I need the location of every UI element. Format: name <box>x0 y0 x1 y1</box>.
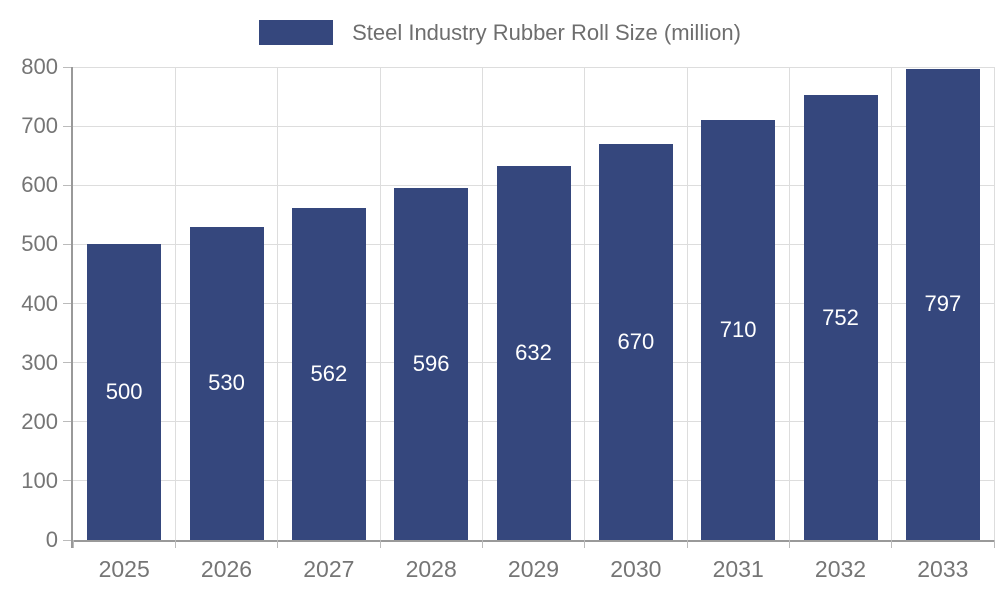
bar-value-label: 596 <box>412 350 450 376</box>
bar-value-label: 670 <box>617 328 655 354</box>
x-tick-mark <box>379 540 381 548</box>
x-gridline <box>174 67 176 540</box>
bar: 530 <box>189 226 264 540</box>
legend-item[interactable]: Steel Industry Rubber Roll Size (million… <box>259 19 741 46</box>
x-tick-label: 2032 <box>814 556 867 582</box>
y-axis-line <box>71 67 73 548</box>
y-tick-mark <box>63 480 71 482</box>
x-tick-label: 2025 <box>98 556 150 582</box>
bar: 752 <box>803 95 878 540</box>
y-gridline <box>73 125 994 127</box>
x-gridline <box>277 67 279 540</box>
y-tick-mark <box>63 539 71 541</box>
y-tick-mark <box>63 125 71 127</box>
bar: 632 <box>496 166 571 540</box>
x-tick-mark <box>481 540 483 548</box>
x-tick-label: 2027 <box>303 556 355 582</box>
bar-value-label: 500 <box>105 379 143 405</box>
x-gridline <box>686 67 688 540</box>
y-tick-mark <box>63 184 71 186</box>
x-tick-label: 2029 <box>507 556 560 582</box>
x-tick-label: 2026 <box>200 556 253 582</box>
y-tick-label: 200 <box>21 408 58 434</box>
y-tick-label: 700 <box>21 113 58 139</box>
bar: 596 <box>394 187 469 540</box>
y-tick-label: 500 <box>21 231 58 257</box>
x-tick-label: 2030 <box>610 556 662 582</box>
x-axis-line <box>71 540 995 542</box>
bar: 670 <box>598 143 673 540</box>
y-tick-label: 800 <box>21 54 58 79</box>
y-tick-label: 300 <box>21 349 58 375</box>
legend: Steel Industry Rubber Roll Size (million… <box>0 19 1000 46</box>
bar-value-label: 632 <box>515 340 552 366</box>
bar: 500 <box>87 244 162 540</box>
x-tick-mark <box>584 540 586 548</box>
x-tick-mark <box>891 540 893 548</box>
y-tick-mark <box>63 303 71 304</box>
x-tick-mark <box>174 540 176 548</box>
x-gridline <box>584 67 586 540</box>
bar: 797 <box>905 68 980 540</box>
legend-swatch-icon <box>259 20 334 45</box>
legend-label: Steel Industry Rubber Roll Size (million… <box>352 20 741 45</box>
x-tick-label: 2028 <box>405 556 457 582</box>
x-gridline <box>891 67 893 540</box>
x-gridline <box>788 67 790 540</box>
x-tick-mark <box>993 540 995 548</box>
plot-area: 500 530 562 596 632 670 710 752 797 <box>73 66 995 540</box>
x-tick-label: 2031 <box>712 556 764 582</box>
y-tick-mark <box>63 243 71 245</box>
x-tick-mark <box>277 540 279 548</box>
bar: 562 <box>291 207 366 540</box>
y-tick-label: 100 <box>21 467 58 493</box>
y-tick-mark <box>63 421 71 423</box>
bar-value-label: 710 <box>719 317 757 343</box>
x-gridline <box>481 67 483 540</box>
y-tick-mark <box>63 362 71 364</box>
y-tick-mark <box>63 66 71 68</box>
x-tick-label: 2033 <box>917 556 969 582</box>
x-tick-mark <box>686 540 688 548</box>
y-tick-label: 600 <box>21 172 58 198</box>
y-tick-label: 0 <box>45 527 58 552</box>
x-tick-mark <box>72 540 74 548</box>
bar-value-label: 530 <box>208 370 245 396</box>
bar: 710 <box>701 120 776 540</box>
bar-value-label: 752 <box>822 304 859 330</box>
y-gridline <box>73 66 994 68</box>
x-gridline <box>379 67 381 540</box>
x-tick-mark <box>788 540 790 548</box>
y-tick-label: 400 <box>21 290 58 316</box>
bar-value-label: 562 <box>310 360 348 386</box>
x-gridline <box>993 67 995 540</box>
bar-value-label: 797 <box>924 291 962 317</box>
